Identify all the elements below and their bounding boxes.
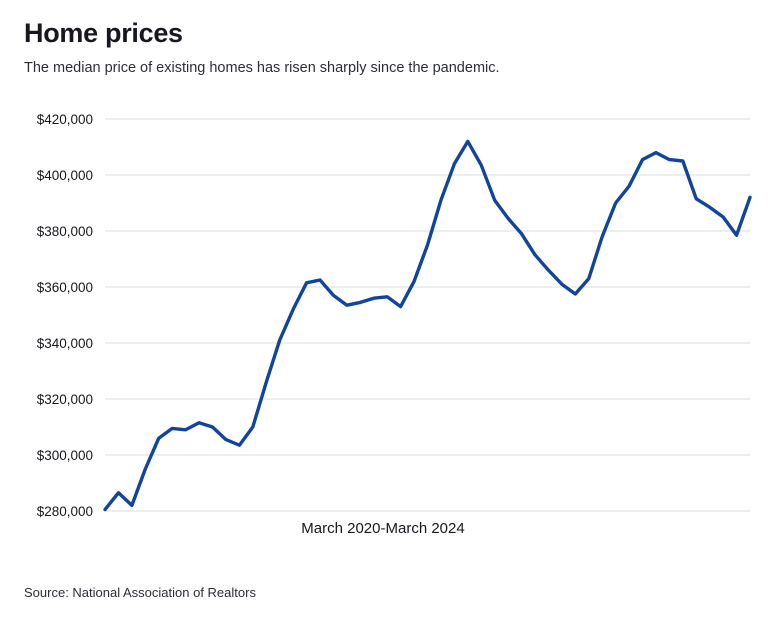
chart-header: Home prices The median price of existing… [0,0,770,78]
y-axis-tick-label: $360,000 [37,280,93,295]
y-axis-tick-label: $420,000 [37,112,93,127]
y-axis-tick-label: $400,000 [37,168,93,183]
y-axis-tick-label: $280,000 [37,504,93,519]
home-price-series-line [103,139,752,512]
line-chart-svg: $280,000 $300,000 $320,000 $340,000 $360,000… [37,112,752,537]
y-axis-tick-label: $380,000 [37,224,93,239]
plot-area: $280,000 $300,000 $320,000 $340,000 $360,000… [0,96,770,566]
y-axis-tick-label: $300,000 [37,448,93,463]
y-axis-tick-label: $340,000 [37,336,93,351]
gridlines-group [105,118,750,512]
page-title: Home prices [24,18,183,48]
x-axis-label: March 2020-March 2024 [301,520,464,537]
source-note: Source: National Association of Realtors [24,585,256,600]
chart-subtitle: The median price of existing homes has r… [24,60,500,77]
y-axis-tick-label: $320,000 [37,392,93,407]
y-axis-tick-labels: $280,000 $300,000 $320,000 $340,000 $360,000… [37,112,93,519]
